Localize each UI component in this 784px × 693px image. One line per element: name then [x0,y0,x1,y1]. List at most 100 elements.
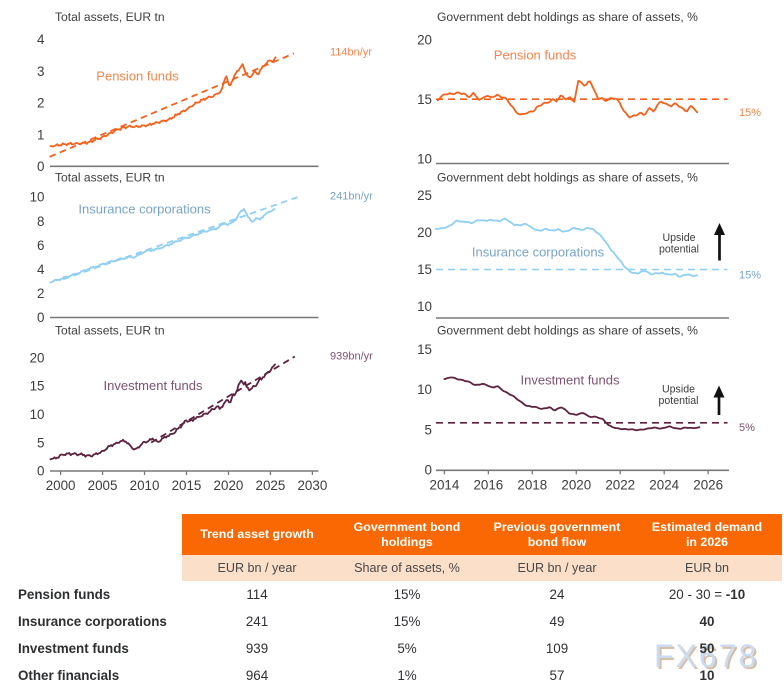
demand-value: 50 [699,641,715,656]
cell-flow: 24 [549,587,565,602]
table-header-previous-government-bond-flow: Previous government bond flow [493,520,621,549]
insurance-debt-share-ytick: 25 [417,188,432,203]
pension-assets-ytick: 1 [37,127,44,142]
investment-debt-share-xtick: 2026 [693,477,723,492]
investment-assets-series-label: Investment funds [104,378,203,393]
row-label: Pension funds [18,587,111,602]
table-header-trend-asset-growth: Trend asset growth [200,527,314,542]
cell-flow: 109 [545,641,569,656]
insurance-assets-series-solid [49,207,276,284]
table-unit-holdings: Share of assets, % [354,561,460,575]
investment-debt-share-ytick: 15 [417,342,432,357]
cell-trend: 939 [245,641,269,656]
investment-assets-xtick: 2005 [88,478,118,493]
insurance-debt-share-ytick: 10 [417,299,432,314]
table-row-investment-funds: Investment funds 939 5% 109 50 [0,635,782,662]
investment-debt-share-upside-text: Upside [662,384,695,396]
investment-assets-xtick: 2000 [46,478,76,493]
pension-debt-share-title: Government debt holdings as share of ass… [437,10,698,24]
cell-holdings: 15% [393,614,421,629]
demand-value: 10 [699,668,715,683]
investment-assets-xtick: 2030 [297,478,327,493]
investment-debt-share-xtick: 2020 [561,477,591,492]
investment-debt-share-title: Government debt holdings as share of ass… [437,324,698,338]
insurance-debt-share-upside-text: potential [659,244,699,256]
table-row-other-financials: Other financials 964 1% 57 10 [0,662,782,689]
cell-demand: 20 - 30 = -10 [632,581,782,608]
investment-assets-xtick: 2015 [172,478,202,493]
investment-debt-share-xtick: 2014 [430,477,460,492]
table-unit-trend: EUR bn / year [217,561,297,575]
table-row-pension-funds: Pension funds 114 15% 24 20 - 30 = -10 [0,581,782,608]
cell-holdings: 5% [397,641,417,656]
insurance-debt-share-ytick: 20 [417,225,432,240]
pension-debt-share-ytick: 10 [417,151,432,166]
demand-value: -10 [725,587,746,602]
table-unit-row: EUR bn / year Share of assets, % EUR bn … [182,555,782,581]
investment-debt-share-xtick: 2016 [473,477,503,492]
table-row-insurance-corporations: Insurance corporations 241 15% 49 40 [0,608,782,635]
insurance-debt-share-series-label: Insurance corporations [472,245,605,260]
insurance-assets-ytick: 10 [30,190,45,205]
pension-assets-series-label: Pension funds [96,69,179,84]
pension-assets-ytick: 0 [37,159,44,174]
investment-debt-share-series-solid [443,376,701,432]
investment-assets-xtick: 2025 [256,478,286,493]
investment-debt-share-xtick: 2024 [649,477,679,492]
cell-demand: 10 [632,662,782,689]
pension-assets-ytick: 3 [37,64,44,79]
pension-debt-share-series-solid [436,79,699,119]
investment-assets-ytick: 15 [30,379,45,394]
investment-assets-ytick: 0 [37,464,44,479]
insurance-assets-ytick: 4 [37,262,45,277]
investment-assets-ytick: 20 [30,350,45,365]
demand-prefix: 20 - 30 = [668,587,726,602]
investment-debt-share-xtick: 2022 [605,477,635,492]
pension-assets-ytick: 4 [37,32,45,47]
table-header-row: Trend asset growth Government bond holdi… [182,514,782,555]
pension-debt-share-annotation: 15% [739,107,761,119]
cell-trend: 114 [246,587,268,602]
table-header-government-bond-holdings: Government bond holdings [353,520,461,549]
row-label: Insurance corporations [18,614,167,629]
insurance-assets-series-label: Insurance corporations [78,202,211,217]
investment-assets-series-solid [49,363,276,461]
table-unit-flow: EUR bn / year [517,561,597,575]
insurance-debt-share-annotation: 15% [739,270,761,282]
investment-assets-annotation: 939bn/yr [330,351,373,363]
insurance-assets-annotation: 241bn/yr [330,191,373,203]
investment-assets-xtick: 2020 [214,478,244,493]
pension-debt-share-ytick: 15 [417,92,432,107]
investment-assets-ytick: 5 [37,435,44,450]
investment-assets-ytick: 10 [30,407,45,422]
investment-debt-share-ytick: 5 [425,422,432,437]
investment-assets-title: Total assets, EUR tn [55,324,165,338]
watermark-fx678: FX678 [654,638,759,674]
investment-debt-share-series-label: Investment funds [521,373,620,388]
investment-debt-share-upside-arrowhead [713,385,725,398]
insurance-debt-share-upside-text: Upside [663,232,696,244]
cell-flow: 49 [549,614,565,629]
insurance-debt-share-upside-arrowhead [714,223,725,235]
cell-holdings: 15% [393,587,421,602]
cell-holdings: 1% [397,668,417,683]
insurance-debt-share-title: Government debt holdings as share of ass… [437,171,698,185]
pension-assets-series-solid [49,56,277,148]
row-label: Investment funds [18,641,129,656]
table-unit-demand: EUR bn [684,561,730,575]
investment-debt-share-annotation: 5% [739,422,755,434]
pension-debt-share-ytick: 20 [417,32,432,47]
insurance-debt-share-series-solid [434,217,699,278]
insurance-assets-ytick: 6 [37,238,44,253]
investment-debt-share-ytick: 0 [425,463,432,478]
cell-trend: 241 [245,614,269,629]
insurance-debt-share-ytick: 15 [417,262,432,277]
insurance-assets-ytick: 8 [37,214,44,229]
insurance-assets-series-dashed [62,196,299,281]
pension-assets-ytick: 2 [37,96,44,111]
demand-value: 40 [699,614,715,629]
insurance-assets-ytick: 2 [37,286,44,301]
insurance-assets-ytick: 0 [37,310,44,325]
insurance-assets-title: Total assets, EUR tn [55,171,165,185]
